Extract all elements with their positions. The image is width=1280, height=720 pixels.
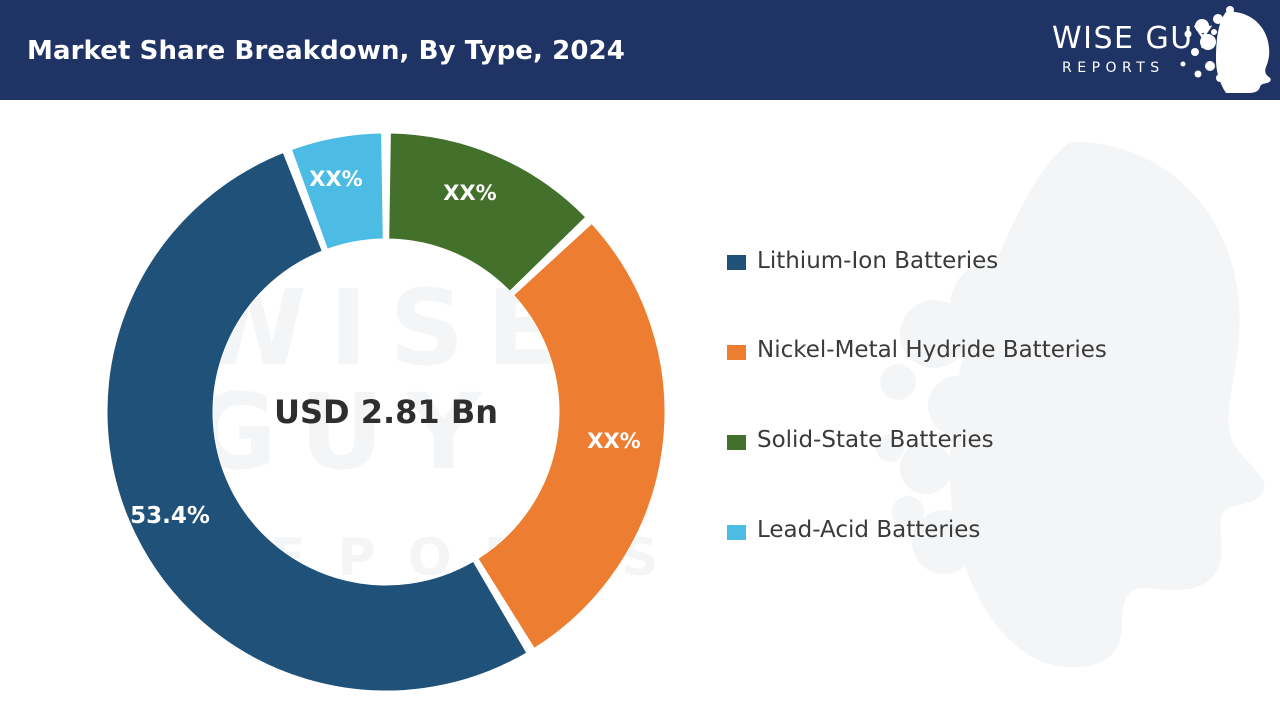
header-bar: Market Share Breakdown, By Type, 2024 WI… bbox=[0, 0, 1280, 100]
legend-label-nickel-metal-hydride-batteries: Nickel-Metal Hydride Batteries bbox=[757, 337, 1107, 363]
legend-item-lithium-ion-batteries[interactable]: Lithium-Ion Batteries bbox=[727, 152, 1247, 274]
legend-item-solid-state-batteries[interactable]: Solid-State Batteries bbox=[727, 332, 1247, 453]
legend-swatch-solid-state-batteries bbox=[727, 435, 746, 450]
donut-slice-label-nickel-metal-hydride-batteries: XX% bbox=[587, 429, 640, 453]
donut-slice-lead-acid-batteries[interactable] bbox=[290, 132, 384, 250]
donut-slices bbox=[106, 132, 666, 692]
donut-slice-label-lead-acid-batteries: XX% bbox=[309, 167, 362, 191]
legend-label-solid-state-batteries: Solid-State Batteries bbox=[757, 427, 994, 453]
legend-label-lithium-ion-batteries: Lithium-Ion Batteries bbox=[757, 248, 999, 274]
legend-swatch-lithium-ion-batteries bbox=[727, 255, 746, 270]
svg-text:REPORTS: REPORTS bbox=[1062, 60, 1165, 76]
legend-swatch-lead-acid-batteries bbox=[727, 525, 746, 540]
page-title: Market Share Breakdown, By Type, 2024 bbox=[27, 36, 625, 66]
svg-text:WISE GUY: WISE GUY bbox=[1052, 21, 1214, 56]
legend-item-lead-acid-batteries[interactable]: Lead-Acid Batteries bbox=[727, 422, 1247, 543]
donut-chart: XX% XX% 53.4% XX% USD 2.81 Bn bbox=[0, 100, 1280, 720]
donut-slice-labels: XX% XX% 53.4% XX% bbox=[130, 167, 641, 529]
donut-slice-nickel-metal-hydride-batteries[interactable] bbox=[477, 222, 666, 650]
donut-slice-solid-state-batteries[interactable] bbox=[388, 132, 587, 292]
wise-guy-reports-logo: WISE GUY REPORTS bbox=[1052, 6, 1271, 94]
legend-swatch-nickel-metal-hydride-batteries bbox=[727, 345, 746, 360]
donut-slice-label-lithium-ion-batteries: 53.4% bbox=[130, 503, 210, 529]
legend-label-lead-acid-batteries: Lead-Acid Batteries bbox=[757, 517, 981, 543]
chart-legend: Lithium-Ion Batteries Nickel-Metal Hydri… bbox=[727, 152, 1247, 543]
legend-item-nickel-metal-hydride-batteries[interactable]: Nickel-Metal Hydride Batteries bbox=[727, 242, 1247, 363]
donut-center-value: USD 2.81 Bn bbox=[274, 393, 498, 431]
donut-slice-lithium-ion-batteries[interactable] bbox=[106, 151, 528, 692]
donut-slice-label-solid-state-batteries: XX% bbox=[443, 181, 496, 205]
